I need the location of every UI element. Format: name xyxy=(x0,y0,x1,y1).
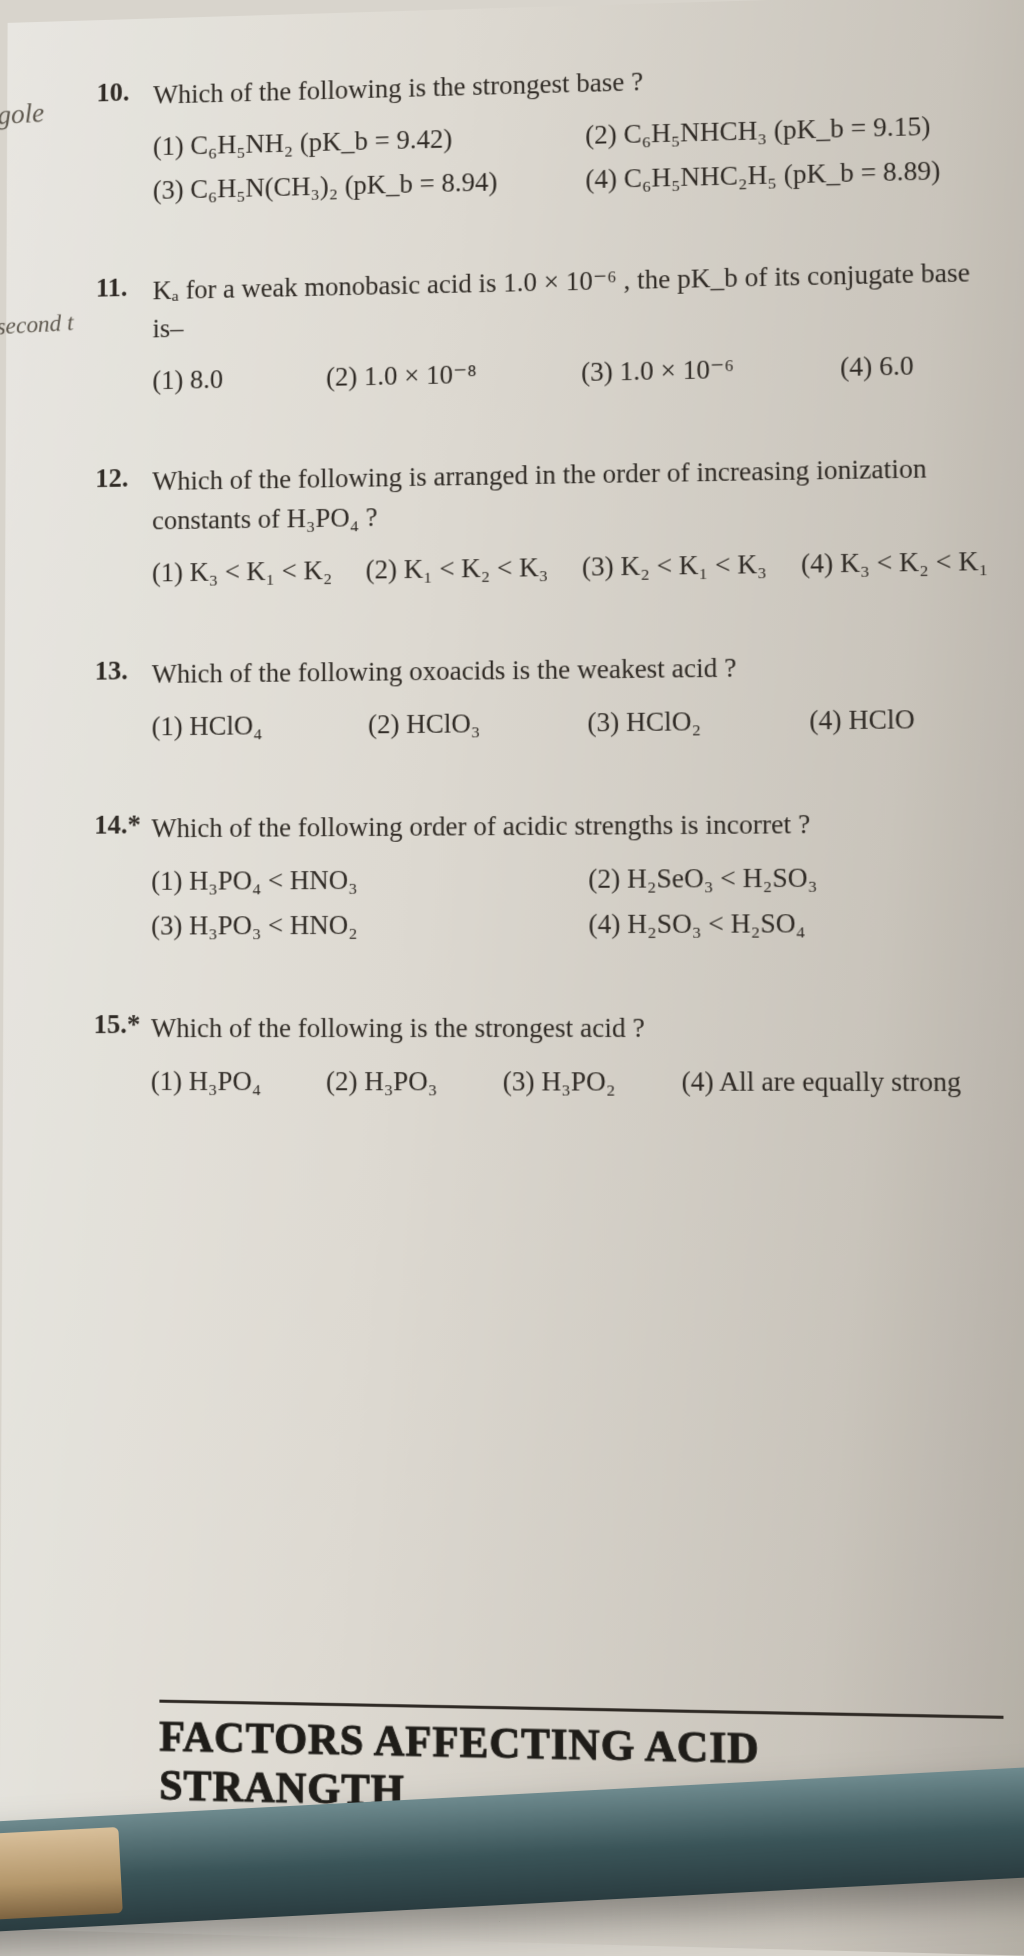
question-text: Which of the following is the strongest … xyxy=(151,1008,997,1048)
question-text: Which of the following is the strongest … xyxy=(153,53,987,115)
option-3: (3) K₂ < K₁ < K₃ xyxy=(582,549,771,583)
option-4: (4) 6.0 xyxy=(840,349,990,383)
margin-text-gole: gole xyxy=(0,98,45,132)
question-text: Which of the following order of acidic s… xyxy=(151,804,994,849)
question-11: 11. Kₐ for a weak monobasic acid is 1.0 … xyxy=(152,253,990,396)
option-3: (3) H₃PO₂ xyxy=(503,1066,651,1097)
option-3: (3) 1.0 × 10⁻⁶ xyxy=(581,353,809,388)
option-1: (1) C₆H₅NH₂ (pK_b = 9.42) xyxy=(153,122,545,163)
question-number: 10. xyxy=(97,77,130,108)
option-2: (2) 1.0 × 10⁻⁸ xyxy=(326,358,551,393)
question-15: 15.* Which of the following is the stron… xyxy=(151,1008,997,1098)
option-grid: (1) C₆H₅NH₂ (pK_b = 9.42) (2) C₆H₅NHCH₃ … xyxy=(153,110,988,206)
question-14: 14.* Which of the following order of aci… xyxy=(151,804,996,942)
question-13: 13. Which of the following oxoacids is t… xyxy=(152,645,994,742)
option-4: (4) H₂SO₃ < H₂SO₄ xyxy=(588,907,995,940)
option-2: (2) H₂SeO₃ < H₂SO₃ xyxy=(588,862,995,895)
option-1: (1) H₃PO₄ xyxy=(151,1066,296,1097)
option-4: (4) HClO xyxy=(809,703,993,736)
option-2: (2) HClO₃ xyxy=(368,707,557,740)
option-1: (1) K₃ < K₁ < K₂ xyxy=(152,555,336,588)
option-3: (3) HClO₂ xyxy=(587,705,779,738)
question-number: 11. xyxy=(96,273,128,304)
question-number: 15.* xyxy=(94,1009,141,1040)
option-3: (3) H₃PO₃ < HNO₂ xyxy=(151,909,548,941)
option-4: (4) C₆H₅NHC₂H₅ (pK_b = 8.89) xyxy=(585,154,988,195)
option-1: (1) H₃PO₄ < HNO₃ xyxy=(151,864,548,897)
option-grid: (1) K₃ < K₁ < K₂ (2) K₁ < K₂ < K₃ (3) K₂… xyxy=(152,546,992,588)
page-surface: gole second t 10. Which of the following… xyxy=(0,0,1024,1956)
option-2: (2) H₃PO₃ xyxy=(326,1066,473,1097)
option-4: (4) K₃ < K₂ < K₁ xyxy=(801,546,992,580)
option-grid: (1) 8.0 (2) 1.0 × 10⁻⁸ (3) 1.0 × 10⁻⁶ (4… xyxy=(152,349,990,396)
option-grid: (1) H₃PO₄ < HNO₃ (2) H₂SeO₃ < H₂SO₃ (3) … xyxy=(151,862,996,942)
option-grid: (1) HClO₄ (2) HClO₃ (3) HClO₂ (4) HClO xyxy=(152,703,994,742)
option-1: (1) HClO₄ xyxy=(152,710,339,742)
option-grid: (1) H₃PO₄ (2) H₃PO₃ (3) H₃PO₂ (4) All ar… xyxy=(151,1066,997,1098)
question-text: Which of the following is arranged in th… xyxy=(152,449,991,540)
option-2: (2) K₁ < K₂ < K₃ xyxy=(366,552,552,585)
option-2: (2) C₆H₅NHCH₃ (pK_b = 9.15) xyxy=(585,110,988,151)
question-text: Kₐ for a weak monobasic acid is 1.0 × 10… xyxy=(152,253,989,348)
question-number: 14.* xyxy=(94,809,141,840)
question-number: 13. xyxy=(95,655,128,686)
question-10: 10. Which of the following is the strong… xyxy=(153,53,988,206)
option-3: (3) C₆H₅N(CH₃)₂ (pK_b = 8.94) xyxy=(153,166,546,206)
question-12: 12. Which of the following is arranged i… xyxy=(152,449,992,588)
margin-text-second: second t xyxy=(0,310,74,341)
question-text: Which of the following oxoacids is the w… xyxy=(152,645,993,693)
option-4: (4) All are equally strong xyxy=(681,1066,997,1098)
question-number: 12. xyxy=(95,463,128,494)
option-1: (1) 8.0 xyxy=(152,363,296,396)
